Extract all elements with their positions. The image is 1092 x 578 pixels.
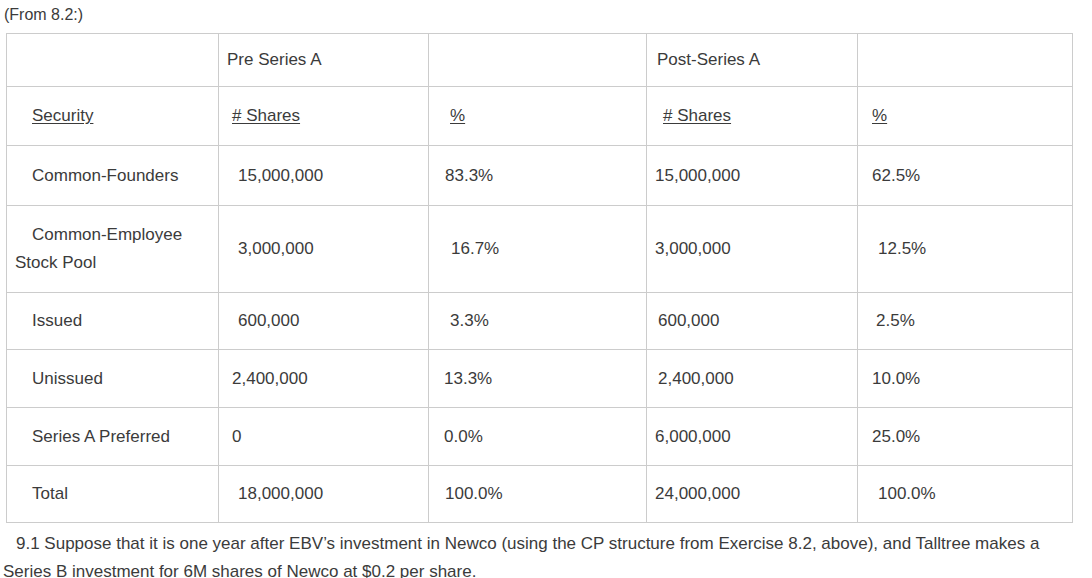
pre-shares-cell: 18,000,000	[219, 466, 429, 523]
pre-series-a-group-header: Pre Series A	[219, 34, 429, 87]
security-cell: Unissued	[7, 350, 219, 408]
exercise-question-text: 9.1 Suppose that it is one year after EB…	[3, 530, 1055, 578]
source-note: (From 8.2:)	[4, 4, 1092, 26]
post-pct-cell: 62.5%	[858, 146, 1073, 206]
security-cell: Issued	[7, 293, 219, 350]
pre-series-a-label: Pre Series A	[227, 50, 322, 69]
security-column-header: Security	[7, 87, 219, 146]
pre-pct-cell: 16.7%	[429, 206, 647, 293]
post-pct-column-header: %	[858, 87, 1073, 146]
post-series-a-label: Post-Series A	[657, 50, 760, 69]
pre-shares-cell: 3,000,000	[219, 206, 429, 293]
cap-table: Pre Series A Post-Series A Security # Sh…	[6, 33, 1073, 523]
pre-pct-header-label: %	[450, 106, 465, 125]
post-shares-column-header: # Shares	[647, 87, 858, 146]
post-shares-cell: 3,000,000	[647, 206, 858, 293]
post-shares-cell: 600,000	[647, 293, 858, 350]
pre-pct-cell: 100.0%	[429, 466, 647, 523]
pre-shares-cell: 600,000	[219, 293, 429, 350]
empty-cell	[858, 34, 1073, 87]
pre-shares-cell: 0	[219, 408, 429, 466]
pre-pct-cell: 83.3%	[429, 146, 647, 206]
post-pct-cell: 100.0%	[858, 466, 1073, 523]
pre-pct-cell: 3.3%	[429, 293, 647, 350]
row-unissued: Unissued 2,400,000 13.3% 2,400,000 10.0%	[7, 350, 1073, 408]
row-series-a-preferred: Series A Preferred 0 0.0% 6,000,000 25.0…	[7, 408, 1073, 466]
security-cell: Common-Employee Stock Pool	[7, 206, 219, 293]
post-shares-header-label: # Shares	[663, 106, 731, 125]
post-pct-cell: 2.5%	[858, 293, 1073, 350]
pre-pct-cell: 13.3%	[429, 350, 647, 408]
row-issued: Issued 600,000 3.3% 600,000 2.5%	[7, 293, 1073, 350]
pre-shares-column-header: # Shares	[219, 87, 429, 146]
post-pct-cell: 12.5%	[858, 206, 1073, 293]
security-header-label: Security	[32, 106, 93, 125]
row-common-employee-stock-pool: Common-Employee Stock Pool 3,000,000 16.…	[7, 206, 1073, 293]
column-header-row: Security # Shares % # Shares %	[7, 87, 1073, 146]
pre-pct-cell: 0.0%	[429, 408, 647, 466]
pre-shares-cell: 15,000,000	[219, 146, 429, 206]
pre-shares-header-label: # Shares	[232, 106, 300, 125]
security-cell: Common-Founders	[7, 146, 219, 206]
post-pct-cell: 25.0%	[858, 408, 1073, 466]
security-cell: Series A Preferred	[7, 408, 219, 466]
post-shares-cell: 15,000,000	[647, 146, 858, 206]
post-pct-cell: 10.0%	[858, 350, 1073, 408]
pre-shares-cell: 2,400,000	[219, 350, 429, 408]
security-cell: Total	[7, 466, 219, 523]
row-common-founders: Common-Founders 15,000,000 83.3% 15,000,…	[7, 146, 1073, 206]
post-shares-cell: 24,000,000	[647, 466, 858, 523]
empty-cell	[7, 34, 219, 87]
empty-cell	[429, 34, 647, 87]
row-total: Total 18,000,000 100.0% 24,000,000 100.0…	[7, 466, 1073, 523]
post-series-a-group-header: Post-Series A	[647, 34, 858, 87]
pre-pct-column-header: %	[429, 87, 647, 146]
post-shares-cell: 6,000,000	[647, 408, 858, 466]
post-pct-header-label: %	[872, 106, 887, 125]
group-header-row: Pre Series A Post-Series A	[7, 34, 1073, 87]
post-shares-cell: 2,400,000	[647, 350, 858, 408]
